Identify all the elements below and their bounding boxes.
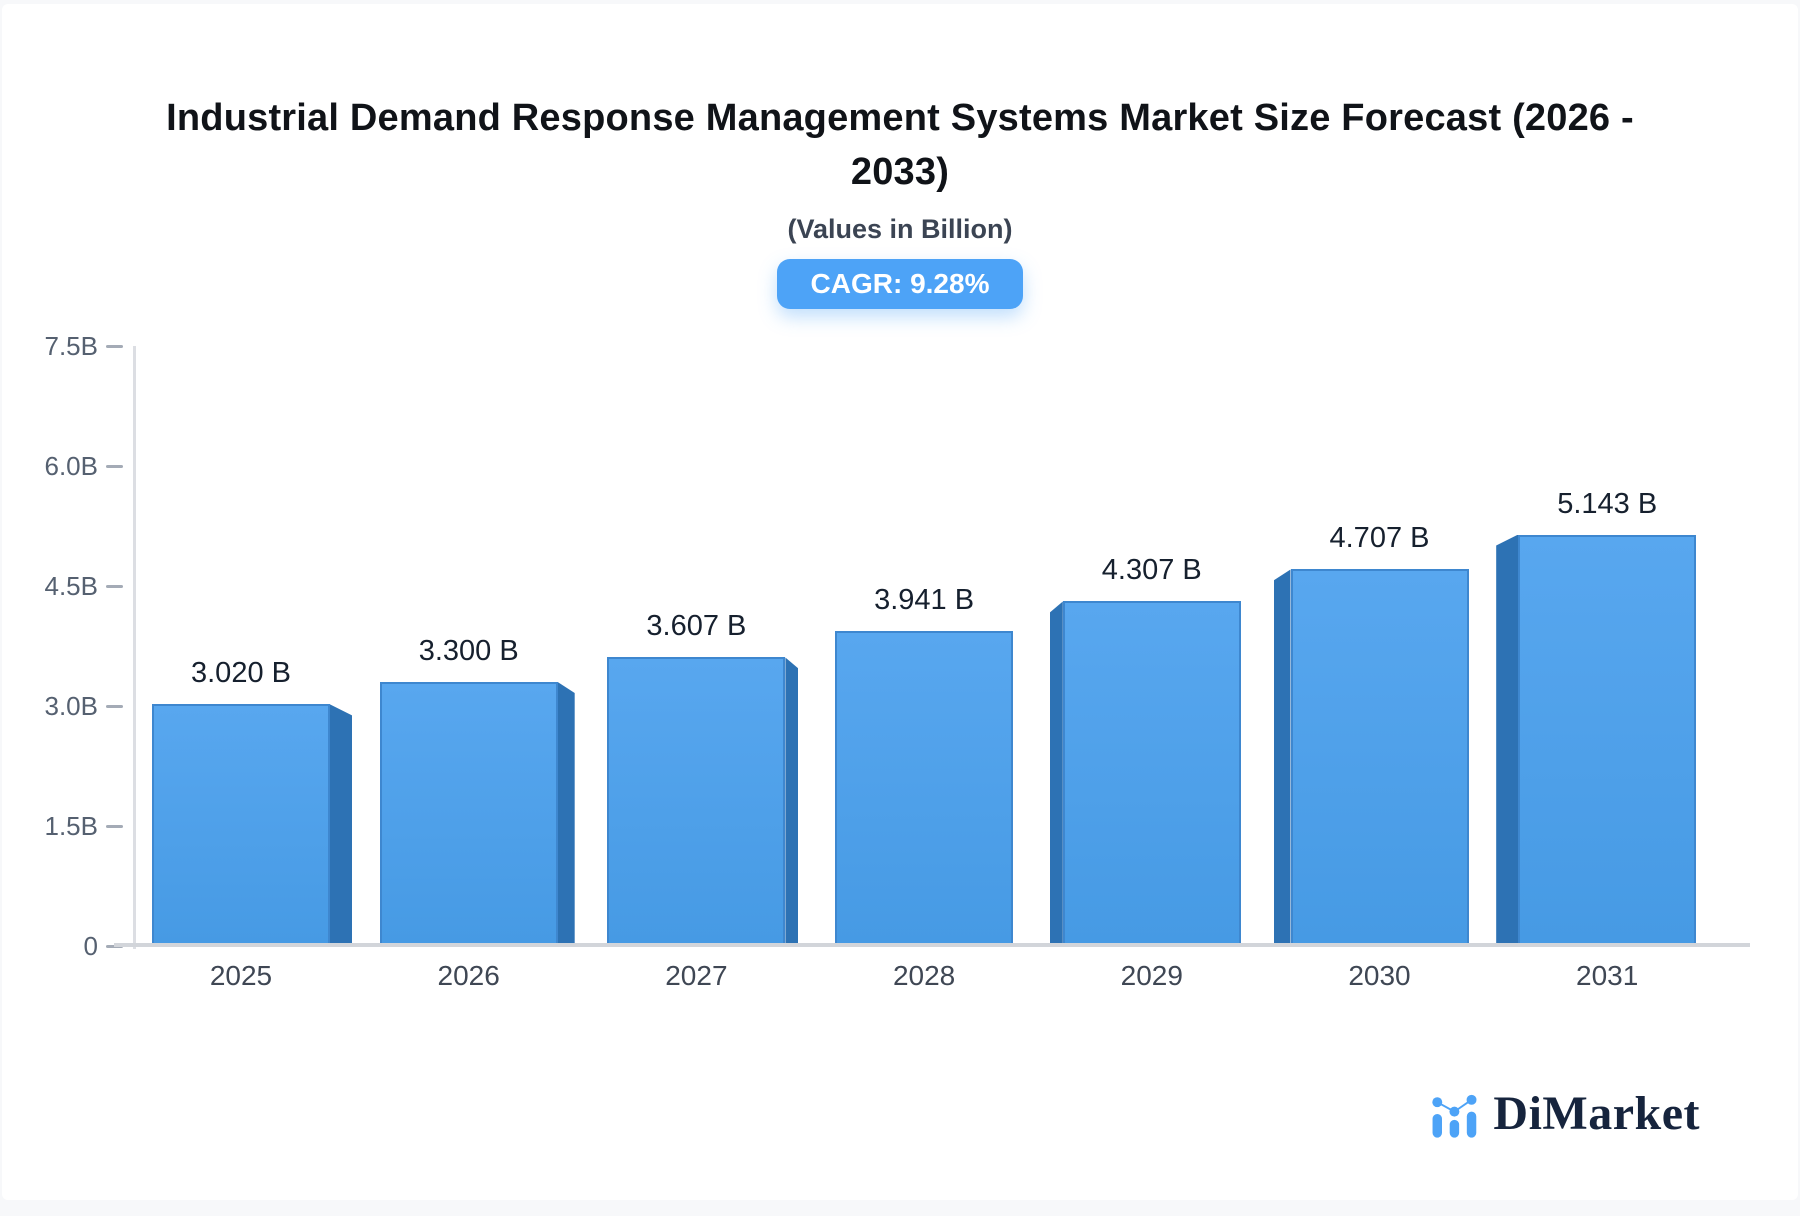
x-axis-line (114, 943, 1750, 947)
y-tick-label: 4.5B (20, 570, 98, 602)
y-tick-dash (106, 705, 123, 708)
bar-side-face (558, 682, 575, 946)
brand-name: DiMarket (1493, 1086, 1700, 1141)
bar-side-face (330, 704, 352, 946)
y-tick-dash (106, 465, 123, 468)
bar-side-face (1050, 601, 1063, 946)
bar (1518, 535, 1696, 946)
x-tick-label: 2031 (1457, 960, 1757, 992)
bar-value-label: 5.143 B (1457, 488, 1757, 521)
y-tick-label: 1.5B (20, 810, 98, 842)
y-tick-label: 0 (20, 930, 98, 962)
bar-side-face (1274, 569, 1291, 946)
y-tick-dash (106, 825, 123, 828)
chart-card: Industrial Demand Response Management Sy… (2, 4, 1798, 1200)
y-tick-dash (106, 585, 123, 588)
dimarket-logo-icon (1429, 1088, 1481, 1140)
bar (835, 631, 1013, 946)
bar (1063, 601, 1241, 946)
y-tick-label: 7.5B (20, 330, 98, 362)
y-tick-dash (106, 345, 123, 348)
bar-side-face (1496, 535, 1518, 946)
y-tick-label: 3.0B (20, 690, 98, 722)
bar-value-label: 4.707 B (1230, 522, 1530, 555)
bar (152, 704, 330, 946)
y-axis-line (133, 346, 136, 949)
bar (607, 657, 785, 946)
bar (1291, 569, 1469, 946)
y-tick-label: 6.0B (20, 450, 98, 482)
bar-side-face (785, 657, 798, 946)
brand-logo: DiMarket (1429, 1086, 1700, 1141)
bar (380, 682, 558, 946)
bar-value-label: 3.941 B (774, 584, 1074, 617)
bar-value-label: 4.307 B (1002, 554, 1302, 587)
